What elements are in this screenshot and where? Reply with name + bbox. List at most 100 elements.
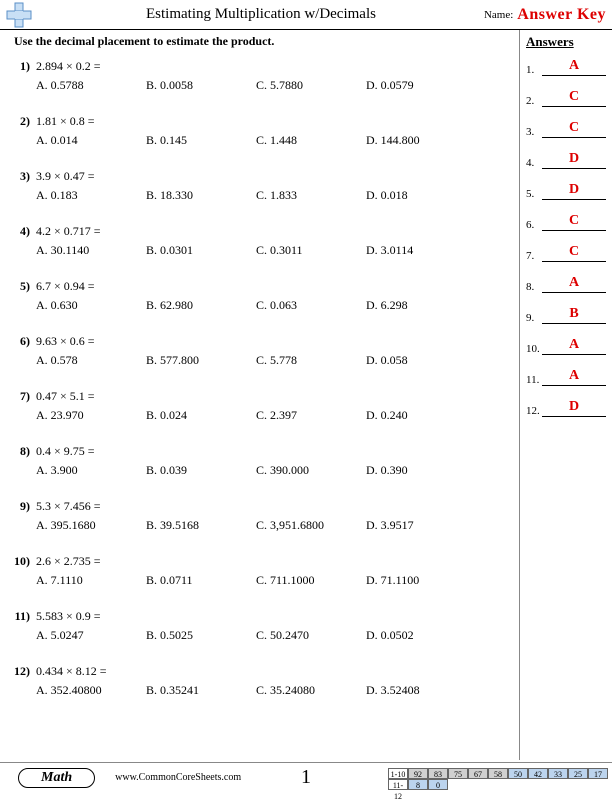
instruction-text: Use the decimal placement to estimate th… — [14, 34, 511, 49]
choice-c: C. 1.448 — [256, 133, 366, 148]
choice-a: A. 0.578 — [36, 353, 146, 368]
choice-d: D. 0.018 — [366, 188, 476, 203]
problem-question: 6.7 × 0.94 = — [36, 279, 511, 294]
choice-a: A. 7.1110 — [36, 573, 146, 588]
answer-value: D — [542, 151, 606, 169]
choice-b: B. 0.5025 — [146, 628, 256, 643]
problem: 6)9.63 × 0.6 =A. 0.578B. 577.800C. 5.778… — [14, 334, 511, 368]
answer-number: 1. — [526, 64, 542, 76]
answer-number: 2. — [526, 95, 542, 107]
choice-b: B. 0.0301 — [146, 243, 256, 258]
problems-column: Use the decimal placement to estimate th… — [0, 30, 520, 760]
answer-row: 9.B — [526, 306, 606, 324]
choice-c: C. 5.7880 — [256, 78, 366, 93]
problem-question: 3.9 × 0.47 = — [36, 169, 511, 184]
answer-value: B — [542, 306, 606, 324]
choice-b: B. 0.039 — [146, 463, 256, 478]
worksheet-footer: Math www.CommonCoreSheets.com 1 1-109283… — [0, 762, 612, 792]
answer-row: 2.C — [526, 89, 606, 107]
problem-question: 2.894 × 0.2 = — [36, 59, 511, 74]
grid-cell: 83 — [428, 768, 448, 779]
page-number: 1 — [301, 766, 311, 789]
answer-value: C — [542, 213, 606, 231]
worksheet-title: Estimating Multiplication w/Decimals — [38, 6, 484, 23]
problem: 4)4.2 × 0.717 =A. 30.1140B. 0.0301C. 0.3… — [14, 224, 511, 258]
worksheet-header: Estimating Multiplication w/Decimals Nam… — [0, 0, 612, 30]
problem: 7)0.47 × 5.1 =A. 23.970B. 0.024C. 2.397D… — [14, 389, 511, 423]
problem-question: 0.434 × 8.12 = — [36, 664, 511, 679]
name-value: Answer Key — [517, 6, 606, 24]
problem-question: 4.2 × 0.717 = — [36, 224, 511, 239]
answers-heading: Answers — [526, 34, 606, 50]
choice-d: D. 144.800 — [366, 133, 476, 148]
answer-row: 6.C — [526, 213, 606, 231]
grid-cell: 75 — [448, 768, 468, 779]
answer-number: 4. — [526, 157, 542, 169]
choice-c: C. 711.1000 — [256, 573, 366, 588]
answer-row: 10.A — [526, 337, 606, 355]
grid-cell: 0 — [428, 779, 448, 790]
choice-c: C. 390.000 — [256, 463, 366, 478]
choice-a: A. 0.014 — [36, 133, 146, 148]
problem: 10)2.6 × 2.735 = A. 7.1110B. 0.0711C. 711… — [14, 554, 511, 588]
grid-cell: 8 — [408, 779, 428, 790]
choice-d: D. 0.240 — [366, 408, 476, 423]
problem-number: 2) — [14, 114, 36, 129]
answer-row: 12.D — [526, 399, 606, 417]
problem-number: 5) — [14, 279, 36, 294]
choice-b: B. 0.145 — [146, 133, 256, 148]
grid-cell: 58 — [488, 768, 508, 779]
choice-d: D. 71.1100 — [366, 573, 476, 588]
choice-c: C. 0.3011 — [256, 243, 366, 258]
answer-value: A — [542, 275, 606, 293]
answer-value: A — [542, 58, 606, 76]
choice-a: A. 5.0247 — [36, 628, 146, 643]
choice-d: D. 3.0114 — [366, 243, 476, 258]
choice-a: A. 0.630 — [36, 298, 146, 313]
grid-cell: 50 — [508, 768, 528, 779]
choice-d: D. 3.9517 — [366, 518, 476, 533]
choice-b: B. 39.5168 — [146, 518, 256, 533]
choice-b: B. 0.0711 — [146, 573, 256, 588]
grid-cell: 33 — [548, 768, 568, 779]
problem-number: 1) — [14, 59, 36, 74]
choice-b: B. 577.800 — [146, 353, 256, 368]
choice-d: D. 0.0502 — [366, 628, 476, 643]
choice-d: D. 0.0579 — [366, 78, 476, 93]
choice-a: A. 23.970 — [36, 408, 146, 423]
problem-number: 9) — [14, 499, 36, 514]
problem-question: 1.81 × 0.8 = — [36, 114, 511, 129]
problem-number: 10) — [14, 554, 36, 569]
problem-number: 8) — [14, 444, 36, 459]
choice-b: B. 18.330 — [146, 188, 256, 203]
main-area: Use the decimal placement to estimate th… — [0, 30, 612, 760]
answers-column: Answers 1.A2.C3.C4.D5.D6.C7.C8.A9.B10.A1… — [520, 30, 612, 760]
answer-value: A — [542, 368, 606, 386]
choice-a: A. 0.5788 — [36, 78, 146, 93]
score-grid: 1-1092837567585042332517 11-1280 — [388, 768, 608, 790]
choice-b: B. 0.35241 — [146, 683, 256, 698]
choice-d: D. 6.298 — [366, 298, 476, 313]
problem: 3)3.9 × 0.47 =A. 0.183B. 18.330C. 1.833D… — [14, 169, 511, 203]
problem-number: 11) — [14, 609, 36, 624]
grid-cell: 17 — [588, 768, 608, 779]
problem-question: 9.63 × 0.6 = — [36, 334, 511, 349]
grid-cell: 92 — [408, 768, 428, 779]
answer-value: C — [542, 120, 606, 138]
choice-c: C. 2.397 — [256, 408, 366, 423]
problem: 9)5.3 × 7.456 =A. 395.1680B. 39.5168C. 3… — [14, 499, 511, 533]
choice-d: D. 0.390 — [366, 463, 476, 478]
name-label: Name: — [484, 9, 513, 21]
answer-row: 3.C — [526, 120, 606, 138]
choice-c: C. 5.778 — [256, 353, 366, 368]
choice-d: D. 0.058 — [366, 353, 476, 368]
choice-d: D. 3.52408 — [366, 683, 476, 698]
answer-row: 1.A — [526, 58, 606, 76]
answer-row: 7.C — [526, 244, 606, 262]
answer-value: D — [542, 399, 606, 417]
choice-b: B. 0.024 — [146, 408, 256, 423]
problem-question: 5.583 × 0.9 = — [36, 609, 511, 624]
problem-question: 2.6 × 2.735 = — [36, 554, 511, 569]
choice-a: A. 352.40800 — [36, 683, 146, 698]
choice-a: A. 3.900 — [36, 463, 146, 478]
